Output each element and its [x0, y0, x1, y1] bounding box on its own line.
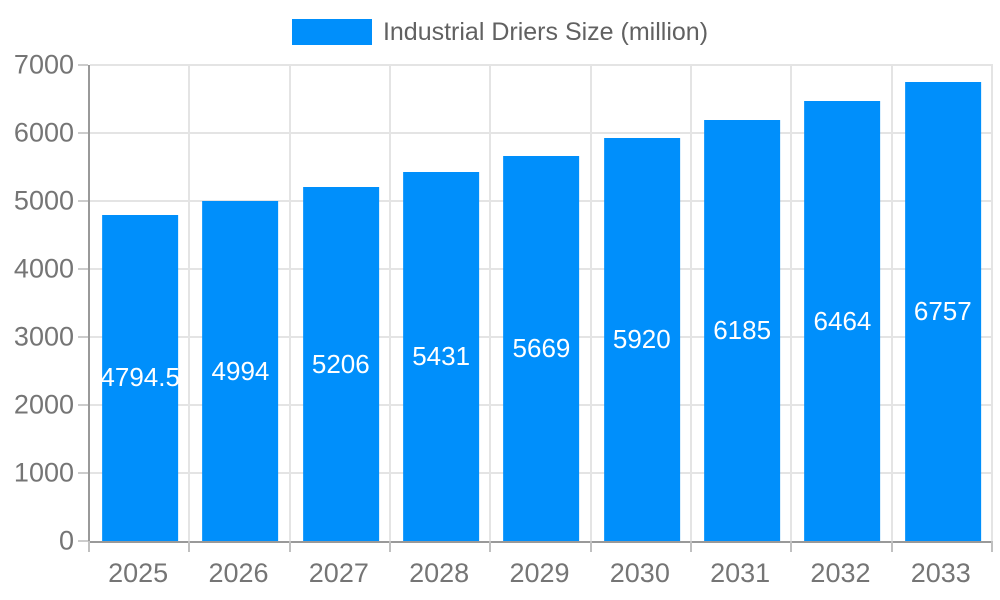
bar-2029[interactable]: 5669 — [503, 155, 580, 541]
x-axis-tick — [991, 541, 993, 552]
h-gridline — [90, 131, 993, 134]
bar-slot: 4794.5 — [90, 65, 190, 541]
y-axis-tick — [78, 335, 88, 338]
legend-label: Industrial Driers Size (million) — [382, 17, 709, 46]
bar-slot: 5920 — [592, 65, 692, 541]
x-axis-tick — [890, 541, 893, 552]
bar-2027[interactable]: 5206 — [302, 187, 379, 541]
h-gridline — [90, 64, 993, 66]
x-axis-tick — [589, 541, 592, 552]
bar-2033[interactable]: 6757 — [904, 81, 981, 541]
y-axis-label: 5000 — [13, 185, 74, 216]
x-axis-label: 2032 — [810, 558, 871, 588]
bar-slot: 6464 — [792, 65, 892, 541]
bar-2032[interactable]: 6464 — [804, 101, 881, 541]
x-axis-label: 2031 — [710, 558, 771, 588]
y-axis-label: 3000 — [13, 321, 74, 352]
legend-swatch — [291, 19, 372, 45]
y-axis-tick — [78, 199, 88, 202]
bar-slot: 6185 — [692, 65, 792, 541]
bar-2028[interactable]: 5431 — [403, 171, 480, 541]
bar-value-label: 4994 — [211, 355, 270, 386]
v-gridline — [689, 65, 692, 541]
bar-2025[interactable]: 4794.5 — [100, 214, 180, 541]
x-axis-tick — [790, 541, 793, 552]
bar-slot: 5206 — [291, 65, 391, 541]
y-axis-label: 0 — [58, 525, 74, 556]
v-gridline — [991, 65, 993, 541]
bar-value-label: 5431 — [412, 340, 471, 371]
bar-value-label: 5669 — [512, 332, 571, 363]
legend[interactable]: Industrial Driers Size (million) — [0, 16, 1000, 48]
x-axis-label: 2025 — [108, 558, 169, 588]
y-axis-label: 4000 — [13, 253, 74, 284]
x-axis-tick — [489, 541, 492, 552]
y-axis-tick — [78, 268, 88, 270]
v-gridline — [790, 65, 793, 541]
x-axis-tick — [188, 541, 191, 552]
bar-slot: 5431 — [391, 65, 491, 541]
x-axis-tick — [88, 541, 90, 552]
bar-2030[interactable]: 5920 — [603, 138, 680, 541]
x-axis-label: 2028 — [409, 558, 470, 588]
bar-value-label: 5920 — [612, 324, 671, 355]
x-axis-tick — [689, 541, 692, 552]
plot-area: 4794.5 4994 5206 5431 5669 5920 6185 6464 6757 — [78, 64, 993, 552]
y-axis-label: 6000 — [13, 117, 74, 148]
y-axis-tick — [78, 540, 88, 542]
bar-2031[interactable]: 6185 — [704, 120, 781, 541]
y-axis-tick — [78, 472, 88, 474]
x-axis-label: 2033 — [910, 558, 971, 588]
x-axis-label: 2027 — [308, 558, 369, 588]
x-axis-label: 2026 — [208, 558, 269, 588]
x-axis-label: 2030 — [609, 558, 670, 588]
bar-slot: 4994 — [190, 65, 290, 541]
bar-value-label: 6185 — [713, 315, 772, 346]
y-axis-tick — [78, 64, 88, 66]
v-gridline — [489, 65, 492, 541]
y-axis-label: 7000 — [13, 49, 74, 80]
x-axis: 2025 2026 2027 2028 2029 2030 2031 2032 2033 — [88, 553, 991, 593]
v-gridline — [890, 65, 893, 541]
bar-value-label: 5206 — [311, 348, 370, 379]
y-axis-label: 1000 — [13, 457, 74, 488]
v-gridline — [589, 65, 592, 541]
bar-value-label: 6757 — [913, 295, 972, 326]
x-axis-tick — [288, 541, 291, 552]
bar-2026[interactable]: 4994 — [202, 201, 279, 541]
x-axis-tick — [388, 541, 391, 552]
bar-slot: 6757 — [893, 65, 993, 541]
bar-slot: 5669 — [491, 65, 591, 541]
y-axis-label: 2000 — [13, 389, 74, 420]
v-gridline — [388, 65, 391, 541]
y-axis-tick — [78, 404, 88, 406]
x-axis-label: 2029 — [509, 558, 570, 588]
v-gridline — [288, 65, 291, 541]
y-axis: 0 1000 2000 3000 4000 5000 6000 7000 — [0, 50, 74, 556]
y-axis-tick — [78, 131, 88, 134]
bar-value-label: 6464 — [813, 305, 872, 336]
bar-value-label: 4794.5 — [100, 362, 180, 393]
v-gridline — [188, 65, 191, 541]
